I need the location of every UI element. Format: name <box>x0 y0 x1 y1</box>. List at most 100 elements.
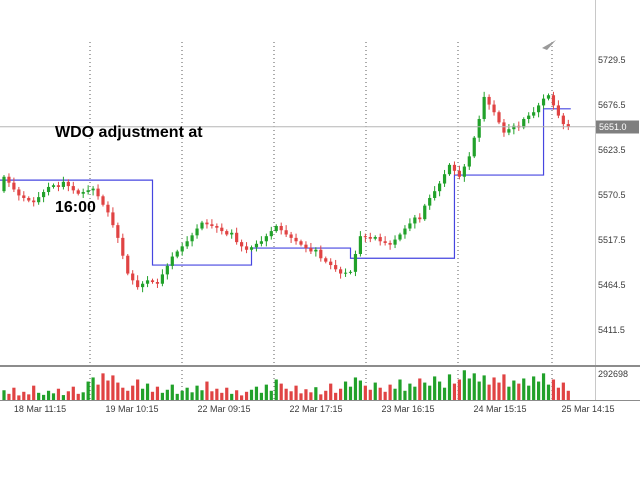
candle-body <box>319 249 323 259</box>
volume-bar <box>17 395 21 400</box>
candle-body <box>170 256 174 266</box>
candle-body <box>497 112 501 123</box>
candle-body <box>17 189 21 196</box>
candle-body <box>101 196 105 205</box>
volume-bar <box>566 390 570 400</box>
candle-body <box>428 197 432 206</box>
candle-body <box>190 235 194 242</box>
candle-body <box>324 258 328 262</box>
volume-bar <box>175 393 179 400</box>
volume-bar <box>447 374 452 400</box>
volume-bar <box>343 381 348 400</box>
volume-bar <box>111 375 115 400</box>
candle-body <box>546 95 551 99</box>
candle-body <box>2 176 6 192</box>
volume-bar <box>413 386 417 400</box>
candle-body <box>408 223 412 229</box>
volume-bar <box>507 386 511 400</box>
candle-body <box>393 239 397 245</box>
volume-bar <box>106 380 110 400</box>
volume-bar <box>309 392 313 400</box>
candle-body <box>532 112 536 116</box>
volume-bar <box>462 370 466 400</box>
volume-bar <box>51 393 56 400</box>
candle-body <box>388 242 392 245</box>
candle-body <box>537 105 541 113</box>
price-tick-label: 5570.5 <box>598 190 626 200</box>
candle-body <box>438 183 442 192</box>
candle-body <box>314 249 318 252</box>
volume-bar <box>279 383 283 400</box>
gray-arrow-marker[interactable] <box>542 40 556 50</box>
volume-bar <box>230 393 234 400</box>
volume-bar <box>66 391 70 400</box>
candle-body <box>165 265 169 275</box>
volume-bar <box>190 392 194 400</box>
volume-bar <box>329 383 333 400</box>
candle-body <box>309 248 313 252</box>
volume-bar <box>442 387 447 400</box>
volume-bar <box>314 387 318 400</box>
candle-body <box>442 174 447 184</box>
volume-bar <box>512 380 516 400</box>
candle-body <box>42 192 46 198</box>
candle-body <box>348 271 353 273</box>
current-price-badge-label: 5651.0 <box>599 122 627 132</box>
volume-bar <box>32 385 36 400</box>
volume-bar <box>86 381 90 400</box>
volume-bar <box>527 385 531 400</box>
volume-bar <box>517 383 521 400</box>
candle-body <box>240 242 244 247</box>
volume-bar <box>274 379 278 400</box>
candle-body <box>195 228 199 236</box>
volume-bar <box>185 387 189 400</box>
candle-body <box>264 236 268 242</box>
price-tick-label: 5464.5 <box>598 280 626 290</box>
annotation-line2: 16:00 <box>55 199 96 216</box>
volume-bar <box>363 385 367 400</box>
volume-bar <box>502 374 506 400</box>
time-tick-label: 24 Mar 15:15 <box>473 404 526 414</box>
candle-body <box>175 251 179 257</box>
candle-body <box>32 200 36 203</box>
candle-body <box>76 190 80 194</box>
volume-bar <box>532 376 536 400</box>
candle-body <box>522 119 526 128</box>
candle-body <box>487 96 491 105</box>
candle-body <box>145 280 150 284</box>
volume-bar <box>215 388 219 400</box>
volume-bar <box>76 393 80 400</box>
candle-body <box>423 205 427 220</box>
candle-body <box>121 237 125 256</box>
volume-bar <box>244 391 249 400</box>
time-tick-label: 23 Mar 16:15 <box>381 404 434 414</box>
volume-bar <box>259 392 263 400</box>
candle-body <box>37 197 41 203</box>
volume-bar <box>457 379 461 400</box>
volume-bar <box>289 391 293 400</box>
candle-body <box>106 204 110 213</box>
volume-bar <box>561 382 565 400</box>
volume-bar <box>546 384 551 400</box>
volume-bar <box>368 389 372 400</box>
volume-bar <box>492 377 496 400</box>
candle-body <box>210 224 214 226</box>
time-axis[interactable]: 18 Mar 11:15 19 Mar 10:15 22 Mar 09:15 22 M… <box>14 404 615 414</box>
candle-body <box>452 164 457 171</box>
candle-body <box>91 188 95 191</box>
candle-body <box>462 166 466 177</box>
volume-bar <box>393 388 397 400</box>
candle-body <box>230 232 234 235</box>
candle-body <box>551 95 556 106</box>
pane-splitter[interactable] <box>0 365 640 367</box>
price-axis[interactable]: 5729.5 5676.5 5623.5 5570.5 5517.5 5464.5 5411… <box>598 55 626 335</box>
volume-bar <box>264 384 268 400</box>
candle-body <box>116 225 120 238</box>
volume-bar <box>210 391 214 400</box>
volume-bar <box>428 385 432 400</box>
volume-bar <box>254 386 259 400</box>
adjustment-step-line[interactable] <box>0 108 571 266</box>
candle-body <box>477 119 481 138</box>
